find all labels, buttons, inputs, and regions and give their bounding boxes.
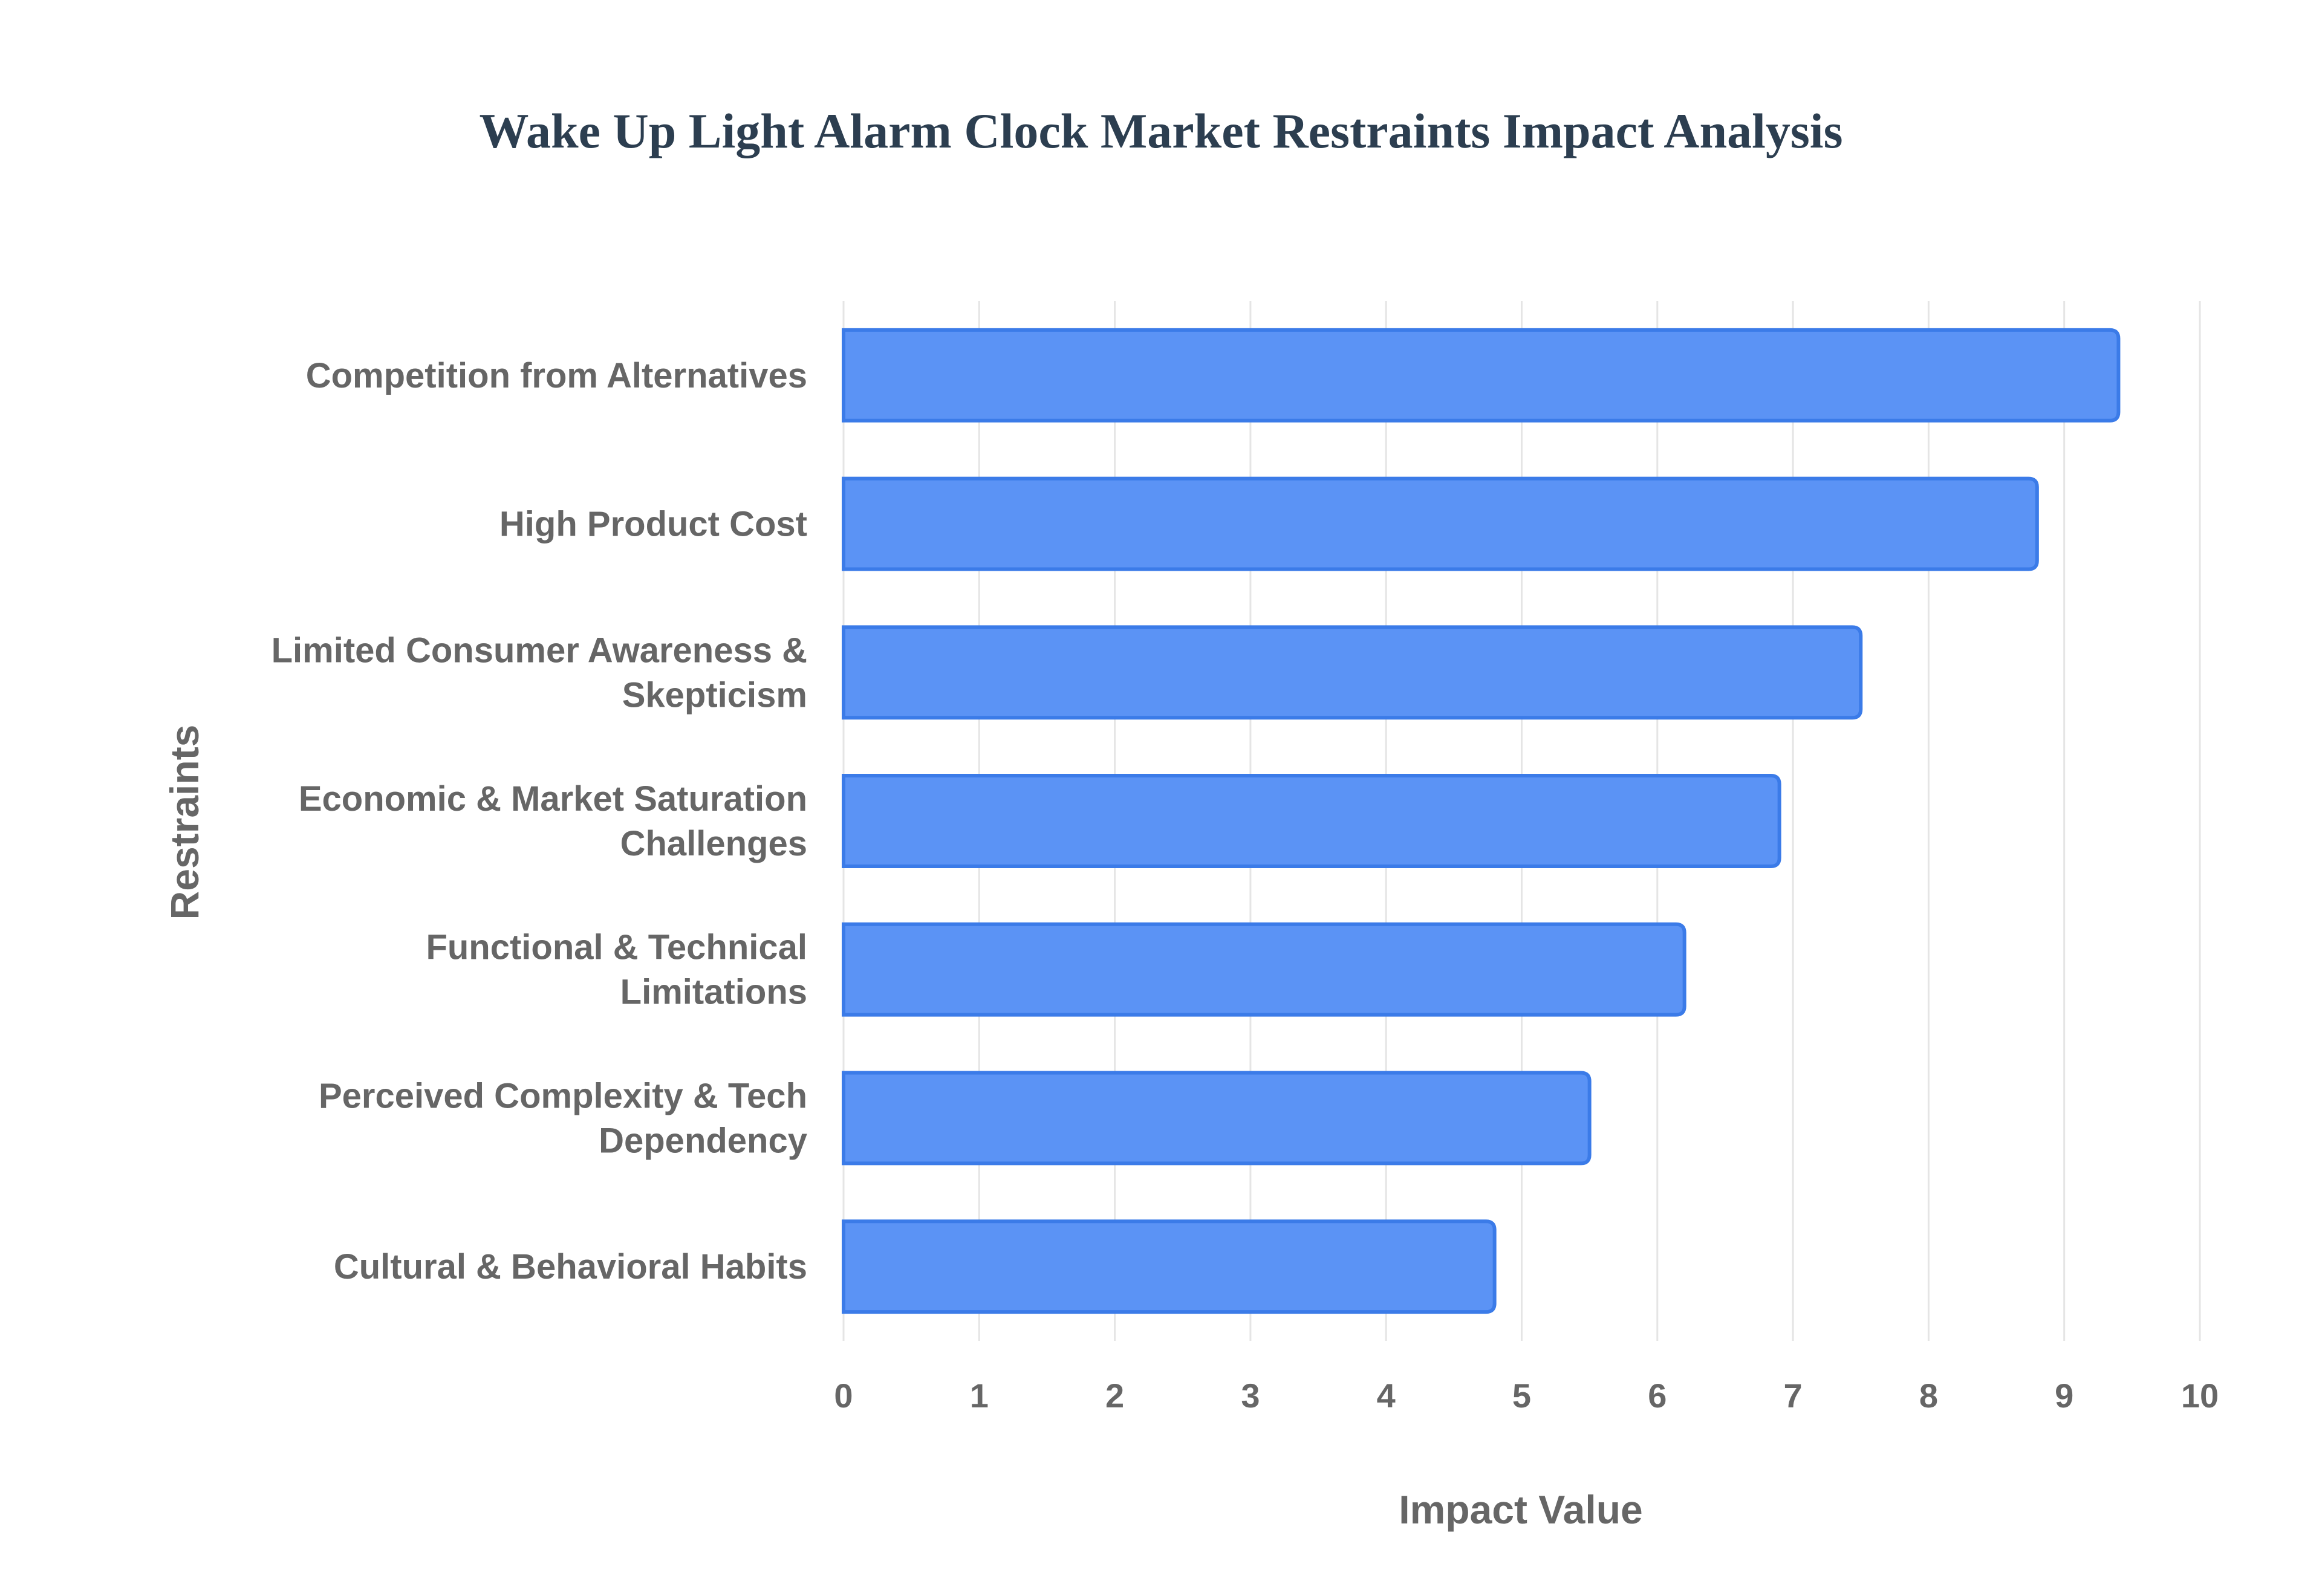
x-tick-labels: 0 1 2 3 4 5 6 7 8 9 10 (834, 1377, 2219, 1415)
category-label-line: Functional & Technical (426, 928, 807, 967)
y-axis-title: Restraints (162, 725, 207, 920)
category-label-line: Challenges (620, 824, 807, 863)
category-label: Limited Consumer Awareness & Skepticism (272, 631, 807, 715)
x-tick-label: 5 (1512, 1377, 1531, 1415)
category-label-line: Dependency (599, 1121, 807, 1160)
bars (842, 328, 2121, 1314)
category-label-line: Skepticism (622, 675, 807, 715)
category-label-line: Limitations (620, 973, 807, 1012)
category-label: Cultural & Behavioral Habits (334, 1247, 807, 1286)
x-tick-label: 3 (1241, 1377, 1260, 1415)
category-label-line: Limited Consumer Awareness & (272, 631, 807, 670)
x-axis-title: Impact Value (1399, 1487, 1643, 1532)
category-label: Competition from Alternatives (306, 356, 807, 395)
category-label: High Product Cost (499, 505, 807, 544)
bar (842, 328, 2121, 423)
x-tick-label: 9 (2055, 1377, 2073, 1415)
x-tick-label: 10 (2181, 1377, 2219, 1415)
chart-title: Wake Up Light Alarm Clock Market Restrai… (479, 103, 1843, 158)
category-label-line: High Product Cost (499, 505, 807, 544)
category-label-line: Cultural & Behavioral Habits (334, 1247, 807, 1286)
category-label-line: Perceived Complexity & Tech (319, 1076, 807, 1115)
bar (842, 1071, 1592, 1166)
x-tick-label: 6 (1648, 1377, 1667, 1415)
bar (842, 922, 1686, 1017)
category-label: Functional & Technical Limitations (426, 928, 807, 1012)
x-tick-label: 2 (1105, 1377, 1124, 1415)
x-tick-label: 0 (834, 1377, 853, 1415)
category-label: Perceived Complexity & Tech Dependency (319, 1076, 807, 1160)
category-label-line: Competition from Alternatives (306, 356, 807, 395)
x-tick-label: 4 (1377, 1377, 1396, 1415)
category-labels: Competition from Alternatives High Produc… (272, 356, 807, 1286)
category-label-line: Economic & Market Saturation (299, 779, 807, 819)
x-tick-label: 1 (970, 1377, 989, 1415)
category-label: Economic & Market Saturation Challenges (299, 779, 807, 863)
bar (842, 476, 2039, 571)
bar (842, 774, 1781, 868)
x-tick-label: 8 (1919, 1377, 1938, 1415)
bar (842, 1219, 1497, 1314)
x-tick-label: 7 (1784, 1377, 1803, 1415)
bar (842, 625, 1863, 720)
